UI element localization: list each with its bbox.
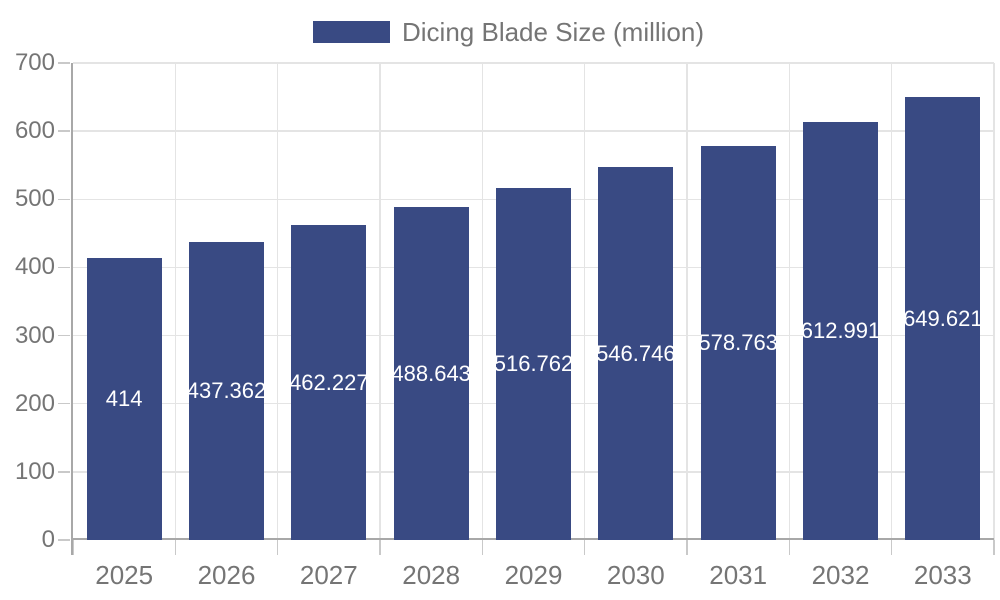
legend[interactable]: Dicing Blade Size (million) (313, 17, 704, 47)
bar[interactable]: 488.643 (393, 207, 469, 540)
bar[interactable]: 649.621 (905, 97, 981, 540)
gridline-vertical (993, 63, 995, 540)
bar[interactable]: 414 (86, 257, 162, 540)
bar[interactable]: 546.746 (598, 167, 674, 540)
gridline-vertical (481, 63, 484, 540)
bar-value-label: 578.763 (700, 329, 776, 355)
gridline-vertical (890, 63, 893, 540)
x-axis-category-label: 2025 (95, 560, 154, 590)
x-axis-category-label: 2026 (197, 560, 256, 590)
bar-value-label: 546.746 (598, 340, 674, 366)
bar[interactable]: 437.362 (189, 241, 264, 540)
gridline-horizontal (73, 62, 994, 64)
x-axis-tick (686, 540, 688, 555)
bar-value-label: 516.762 (496, 350, 571, 376)
x-axis-tick (379, 540, 381, 555)
gridline-vertical (276, 63, 279, 540)
y-axis-tick (58, 471, 70, 473)
bar-value-label: 488.643 (393, 360, 469, 386)
y-axis-tick-label: 300 (14, 321, 55, 349)
y-axis-tick (58, 62, 70, 64)
x-axis-category-label: 2029 (504, 560, 563, 590)
x-axis-tick (788, 540, 791, 555)
x-axis-category-label: 2031 (709, 560, 768, 590)
bar[interactable]: 612.991 (803, 122, 878, 540)
y-axis-line (71, 63, 73, 555)
bar-value-label: 414 (105, 385, 143, 411)
x-axis-tick (890, 540, 893, 555)
y-axis-tick-label: 0 (41, 526, 55, 553)
x-axis-tick (174, 540, 177, 555)
gridline-vertical (174, 63, 177, 540)
y-axis-tick-label: 200 (14, 389, 55, 417)
gridline-horizontal (73, 130, 994, 132)
x-axis-tick (481, 540, 484, 555)
y-axis-tick-label: 500 (14, 185, 55, 213)
x-axis-tick (276, 540, 279, 555)
y-axis-tick (58, 198, 70, 201)
gridline-vertical (788, 63, 791, 540)
x-axis-category-label: 2030 (606, 560, 665, 590)
legend-label: Dicing Blade Size (million) (402, 17, 704, 47)
bar[interactable]: 578.763 (700, 145, 776, 540)
x-axis-category-label: 2032 (811, 560, 870, 590)
x-axis-tick (72, 540, 74, 555)
x-axis-tick (583, 540, 586, 555)
gridline-vertical (379, 63, 381, 540)
x-axis-category-label: 2027 (299, 560, 358, 590)
y-axis-tick-label: 700 (14, 49, 55, 76)
bar-value-label: 649.621 (905, 305, 981, 331)
y-axis-tick-label: 100 (14, 457, 55, 485)
x-axis-category-label: 2033 (913, 560, 972, 590)
y-axis-tick (58, 334, 70, 337)
y-axis-tick-label: 400 (14, 253, 55, 281)
gridline-vertical (583, 63, 586, 540)
bar[interactable]: 462.227 (291, 225, 367, 540)
bar[interactable]: 516.762 (496, 187, 571, 540)
x-axis-category-label: 2028 (402, 560, 461, 590)
y-axis-tick (58, 266, 70, 269)
bar-value-label: 437.362 (189, 377, 264, 403)
x-axis-tick (993, 540, 995, 555)
legend-swatch-icon (313, 21, 390, 43)
y-axis-tick (58, 402, 70, 405)
y-axis-tick (58, 130, 70, 132)
y-axis-tick (58, 539, 70, 541)
y-axis-tick-label: 600 (14, 117, 55, 145)
gridline-vertical (686, 63, 688, 540)
bar-value-label: 612.991 (803, 318, 878, 344)
bar-value-label: 462.227 (291, 369, 367, 395)
